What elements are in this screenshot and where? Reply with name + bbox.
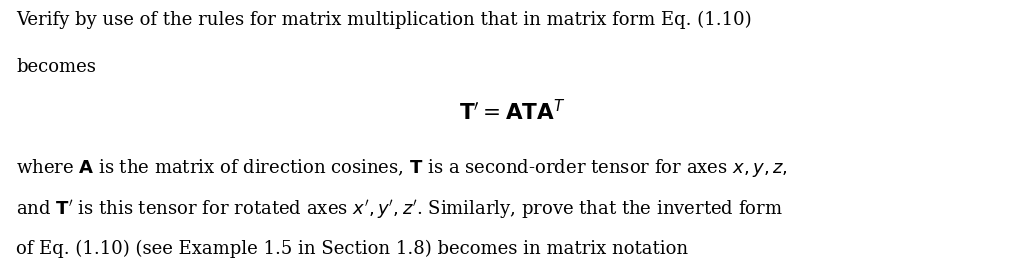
Text: where $\mathbf{A}$ is the matrix of direction cosines, $\mathbf{T}$ is a second-: where $\mathbf{A}$ is the matrix of dire… bbox=[16, 157, 788, 178]
Text: becomes: becomes bbox=[16, 58, 96, 76]
Text: and $\mathbf{T'}$ is this tensor for rotated axes $x', y', z'$. Similarly, prove: and $\mathbf{T'}$ is this tensor for rot… bbox=[16, 198, 783, 221]
Text: $\mathbf{T'} = \mathbf{ATA}^{T}$: $\mathbf{T'} = \mathbf{ATA}^{T}$ bbox=[459, 100, 565, 125]
Text: Verify by use of the rules for matrix multiplication that in matrix form Eq. (1.: Verify by use of the rules for matrix mu… bbox=[16, 11, 752, 29]
Text: of Eq. (1.10) (see Example 1.5 in Section 1.8) becomes in matrix notation: of Eq. (1.10) (see Example 1.5 in Sectio… bbox=[16, 240, 688, 258]
